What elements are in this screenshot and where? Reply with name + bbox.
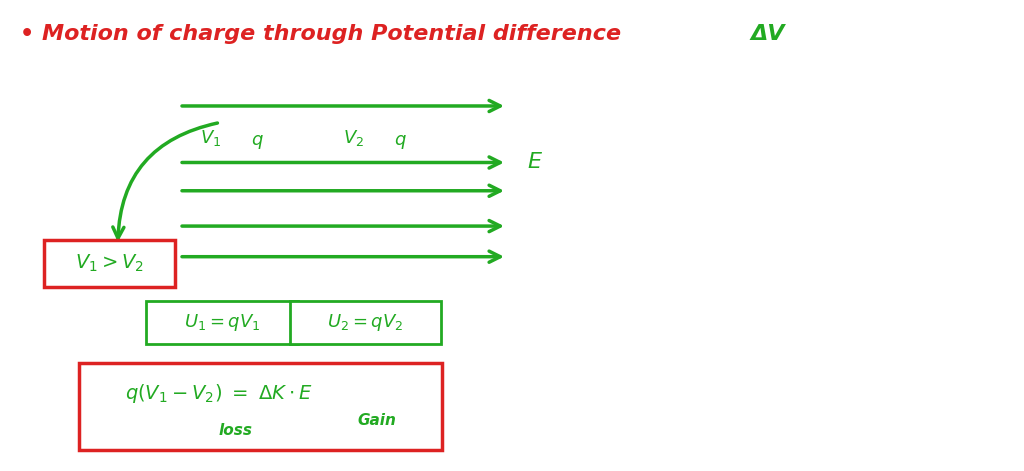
Text: Gain: Gain	[357, 413, 396, 428]
Text: $q(V_1-V_2)\ =\ \Delta K \cdot E$: $q(V_1-V_2)\ =\ \Delta K \cdot E$	[125, 382, 312, 406]
FancyBboxPatch shape	[79, 363, 442, 450]
Text: $V_1 > V_2$: $V_1 > V_2$	[75, 253, 144, 275]
Text: $q$: $q$	[251, 133, 263, 151]
Text: loss: loss	[219, 423, 253, 439]
Text: $E$: $E$	[527, 153, 544, 172]
FancyBboxPatch shape	[290, 301, 441, 344]
Text: ΔV: ΔV	[751, 24, 785, 43]
FancyBboxPatch shape	[44, 240, 175, 287]
FancyBboxPatch shape	[146, 301, 298, 344]
Text: • Motion of charge through Potential difference: • Motion of charge through Potential dif…	[20, 24, 630, 43]
Text: $V_1$: $V_1$	[200, 129, 221, 148]
Text: $U_2 = qV_2$: $U_2 = qV_2$	[328, 312, 403, 333]
Text: $V_2$: $V_2$	[343, 129, 365, 148]
Text: $U_1 = qV_1$: $U_1 = qV_1$	[184, 312, 260, 333]
Text: $q$: $q$	[394, 133, 407, 151]
